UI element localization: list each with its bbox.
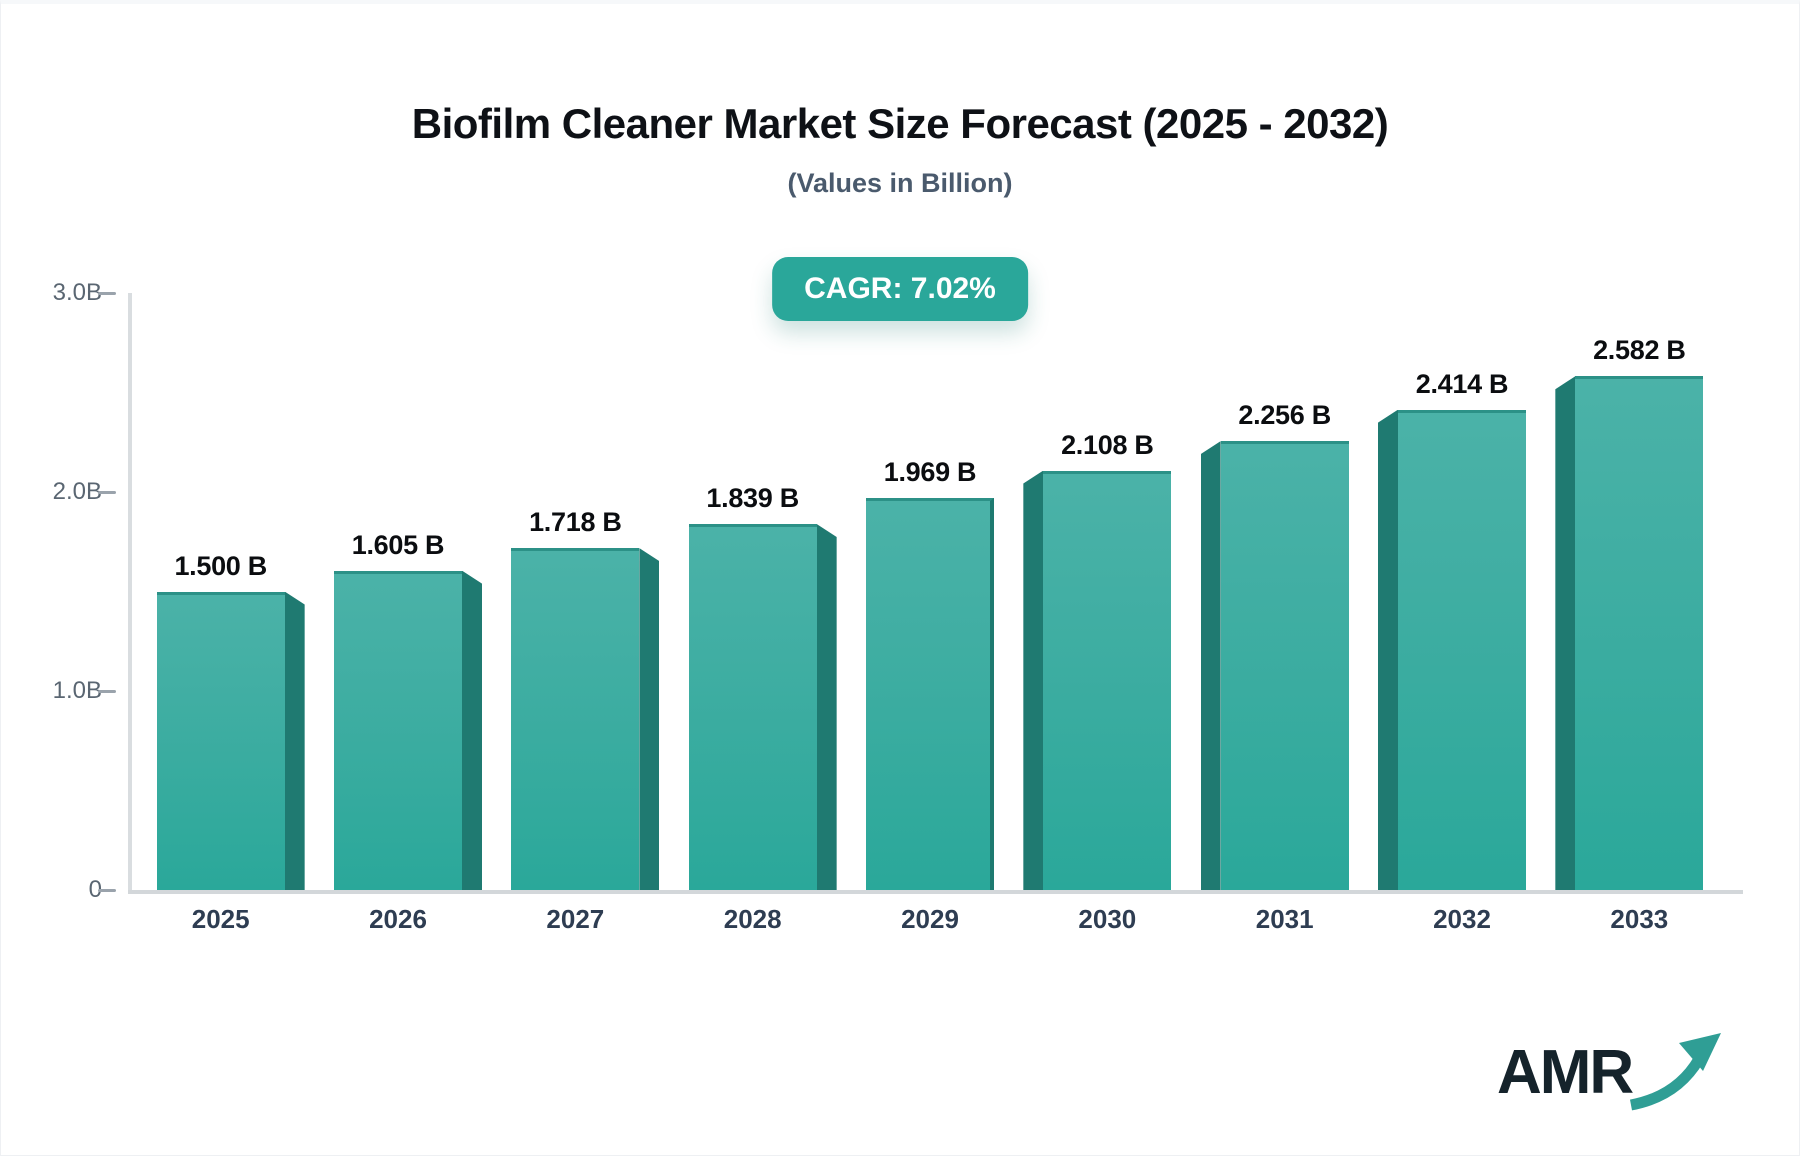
bar-value-label: 2.256 B bbox=[1238, 400, 1331, 431]
x-tick-label: 2030 bbox=[1078, 904, 1137, 934]
bar-value-label: 1.969 B bbox=[883, 457, 977, 488]
x-tick-label: 2027 bbox=[546, 904, 605, 934]
cagr-badge: CAGR: 7.02% bbox=[772, 257, 1028, 321]
y-tick-label: 3.0B bbox=[52, 279, 102, 306]
bar-side-face bbox=[1200, 441, 1221, 890]
bar-value-label: 1.718 B bbox=[529, 507, 622, 538]
y-tick-mark bbox=[98, 292, 116, 295]
bar-value-label: 1.605 B bbox=[351, 529, 445, 560]
amr-logo-text: AMR bbox=[1497, 1038, 1634, 1107]
bar bbox=[1575, 376, 1704, 890]
bar bbox=[1220, 441, 1349, 890]
x-tick-label: 2025 bbox=[191, 904, 250, 934]
bar bbox=[511, 548, 640, 890]
x-tick-label: 2029 bbox=[901, 904, 959, 934]
x-axis-baseline bbox=[128, 890, 1743, 894]
bar-side-face bbox=[1023, 470, 1044, 890]
bar-side-face bbox=[1555, 376, 1576, 890]
growth-arrow-icon bbox=[1629, 1033, 1721, 1111]
bar-value-label: 1.500 B bbox=[174, 550, 267, 581]
bar bbox=[688, 524, 817, 890]
bar-side-face bbox=[1378, 409, 1398, 890]
bar-side-face bbox=[639, 548, 660, 890]
y-tick-mark bbox=[98, 491, 116, 494]
bar-value-label: 2.582 B bbox=[1593, 335, 1686, 366]
y-tick-label: 0 bbox=[88, 876, 102, 903]
x-tick-label: 2031 bbox=[1255, 904, 1314, 934]
plot-area: 3.0B 2.0B 1.0B 0 1.500 B 2025 1.605 B 2026 1.718… bbox=[53, 279, 1728, 934]
x-tick-label: 2028 bbox=[723, 904, 782, 934]
bar-side-face bbox=[284, 591, 305, 890]
bar bbox=[156, 591, 285, 890]
y-tick-label: 2.0B bbox=[52, 478, 102, 505]
bar bbox=[334, 570, 462, 890]
bar bbox=[866, 498, 994, 890]
x-tick-label: 2032 bbox=[1433, 904, 1491, 934]
x-tick-label: 2026 bbox=[369, 904, 427, 934]
y-tick-mark bbox=[98, 690, 116, 693]
bar-value-label: 2.414 B bbox=[1415, 368, 1509, 399]
amr-logo: AMR bbox=[1497, 1029, 1747, 1125]
chart-subtitle: (Values in Billion) bbox=[787, 168, 1013, 198]
bar bbox=[1398, 409, 1526, 890]
bar-side-face bbox=[816, 524, 837, 890]
y-tick-mark bbox=[98, 889, 116, 892]
bar-value-label: 1.839 B bbox=[706, 483, 799, 514]
x-tick-label: 2033 bbox=[1610, 904, 1669, 934]
bar bbox=[1043, 470, 1172, 890]
bar-side-face bbox=[462, 570, 482, 890]
bar-value-label: 2.108 B bbox=[1061, 429, 1154, 460]
chart-title: Biofilm Cleaner Market Size Forecast (20… bbox=[411, 100, 1389, 147]
y-tick-label: 1.0B bbox=[52, 677, 102, 704]
